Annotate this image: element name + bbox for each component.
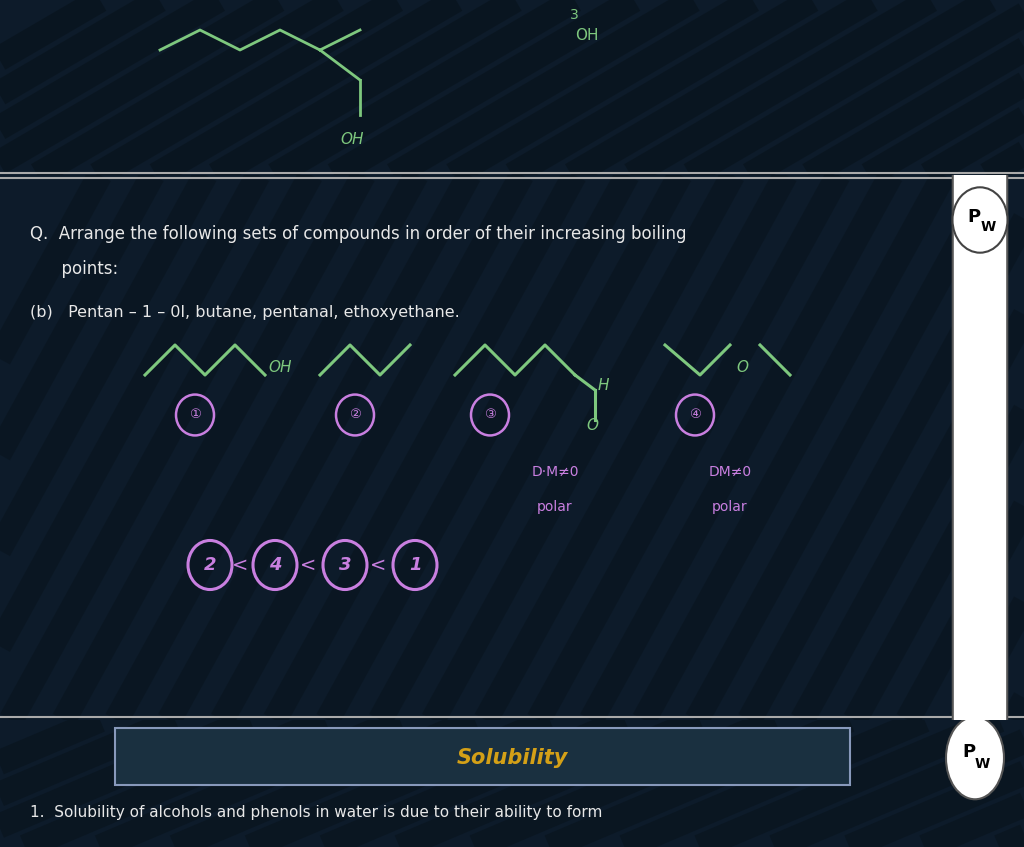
Text: D·M≠0: D·M≠0 [531,465,579,479]
Text: 1.  Solubility of alcohols and phenols in water is due to their ability to form: 1. Solubility of alcohols and phenols in… [30,805,602,820]
Text: ①: ① [189,408,201,422]
Text: W: W [980,220,995,234]
Text: polar: polar [538,500,572,514]
Text: OH: OH [575,27,598,42]
Ellipse shape [946,717,1004,800]
Text: (b)   Pentan – 1 – 0l, butane, pentanal, ethoxyethane.: (b) Pentan – 1 – 0l, butane, pentanal, e… [30,305,460,320]
Text: ②: ② [349,408,360,422]
Text: ③: ③ [484,408,496,422]
Text: 2: 2 [204,556,216,574]
Text: ④: ④ [689,408,701,422]
Text: OH: OH [268,359,292,374]
Text: <: < [300,556,316,574]
Text: Solubility: Solubility [457,748,567,768]
Text: O: O [736,361,748,375]
Text: 1: 1 [409,556,421,574]
Ellipse shape [952,187,1008,252]
Text: 4: 4 [268,556,282,574]
Text: <: < [370,556,386,574]
Text: Q.  Arrange the following sets of compounds in order of their increasing boiling: Q. Arrange the following sets of compoun… [30,225,686,243]
Text: points:: points: [30,260,118,278]
Text: W: W [975,757,989,771]
Text: 3: 3 [339,556,351,574]
Text: OH: OH [340,132,364,147]
Text: 3: 3 [570,8,579,22]
FancyBboxPatch shape [115,728,850,785]
Circle shape [952,0,1008,847]
Text: <: < [231,556,248,574]
Text: DM≠0: DM≠0 [709,465,752,479]
Text: H: H [598,378,609,392]
Text: P: P [963,743,976,761]
Text: O: O [586,418,598,433]
Text: P: P [968,208,981,226]
Text: polar: polar [712,500,748,514]
